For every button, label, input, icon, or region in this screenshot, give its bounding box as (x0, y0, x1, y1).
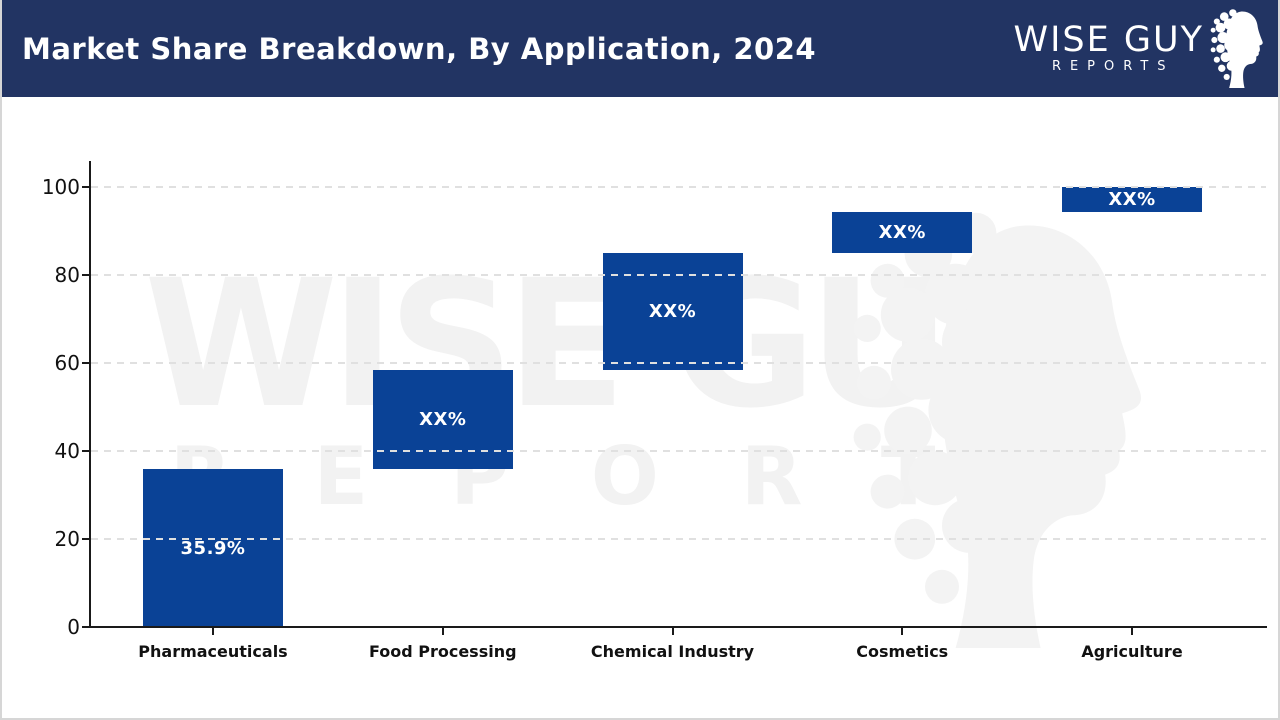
y-tick-label: 0 (67, 615, 80, 639)
x-category-label: Food Processing (368, 642, 517, 661)
y-axis (89, 161, 91, 628)
y-tick (82, 274, 90, 276)
x-category-label: Cosmetics (856, 642, 949, 661)
y-tick (82, 186, 90, 188)
x-tick (1131, 628, 1133, 635)
page-title: Market Share Breakdown, By Application, … (22, 31, 817, 66)
bar-value-label: XX% (419, 409, 467, 431)
y-tick-label: 100 (41, 175, 80, 199)
x-tick (212, 628, 214, 635)
gridline-100 (91, 186, 1266, 188)
y-tick-label: 20 (54, 527, 80, 551)
x-tick (441, 628, 444, 635)
x-tick (671, 628, 674, 635)
x-category-label: Pharmaceuticals (138, 642, 288, 661)
y-tick (82, 538, 90, 540)
y-tick (82, 362, 90, 364)
y-tick-label: 80 (54, 263, 80, 287)
bar-cosmetics: XX% (832, 212, 973, 253)
watermark-head-icon (853, 212, 1142, 648)
gridline-40 (91, 450, 1266, 452)
logo-subtitle-text: REPORTS (1051, 59, 1175, 75)
bar-value-label: 35.9% (180, 537, 246, 559)
logo-wordmark: WISE GUY REPORTS (1013, 19, 1204, 75)
waterfall-chart: WISE GUY REPORTS 0 20 40 60 80 100 35.9% XX% XX%… (2, 97, 1278, 718)
bar-agriculture: XX% (1062, 187, 1202, 213)
bar-value-label: XX% (648, 301, 697, 323)
y-tick-label: 40 (54, 439, 80, 463)
x-category-label: Chemical Industry (590, 642, 755, 661)
brand-logo: WISE GUY REPORTS (1013, 8, 1270, 88)
bar-value-label: XX% (1108, 189, 1156, 211)
y-tick (82, 626, 90, 628)
bar-pharmaceuticals: 35.9% (143, 469, 283, 627)
x-tick (901, 628, 904, 635)
bar-value-label: XX% (878, 222, 926, 244)
gridline-20 (91, 538, 1266, 540)
bar-food-processing: XX% (372, 370, 513, 470)
gridline-80 (91, 274, 1266, 276)
logo-wordmark-text: WISE GUY (1013, 19, 1204, 60)
x-axis (89, 626, 1267, 628)
x-category-label: Agriculture (1081, 642, 1183, 661)
y-tick (82, 450, 90, 452)
y-tick-label: 60 (54, 351, 80, 375)
header: Market Share Breakdown, By Application, … (2, 0, 1278, 97)
bar-chemical-industry: XX% (602, 253, 743, 371)
gridline-60 (91, 362, 1266, 364)
logo-head-icon (1210, 9, 1263, 88)
